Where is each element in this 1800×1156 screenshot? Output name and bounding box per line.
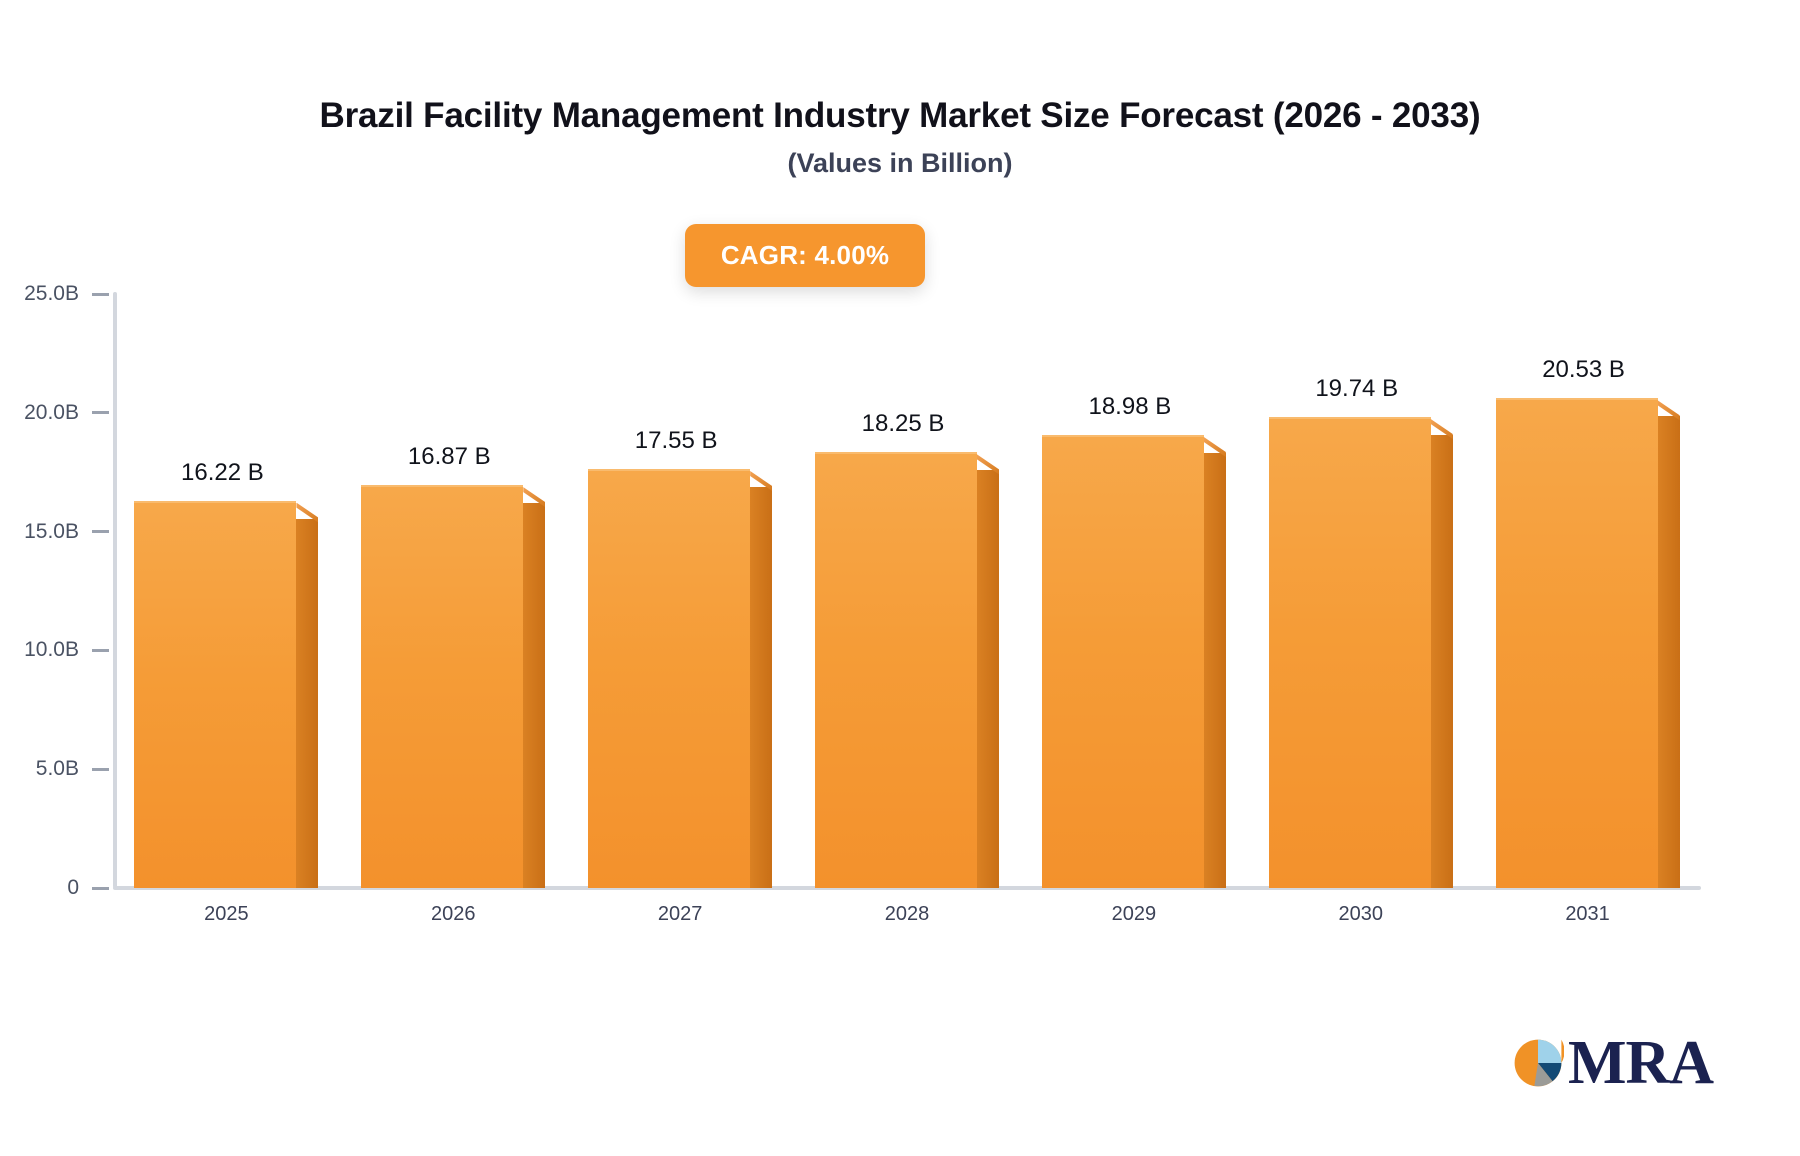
y-axis-tick-mark xyxy=(92,648,109,652)
bar xyxy=(1041,435,1226,888)
bar xyxy=(361,485,546,888)
mra-logo: MRA xyxy=(1512,1029,1714,1097)
bar-side-face xyxy=(977,470,999,888)
cagr-badge-label: CAGR: 4.00% xyxy=(720,240,890,270)
bar xyxy=(1495,398,1680,888)
y-axis-tick-mark xyxy=(92,530,109,534)
x-axis-label: 2029 xyxy=(1111,903,1157,925)
y-axis-line xyxy=(113,292,117,888)
bar xyxy=(1268,416,1453,889)
bar-front-face xyxy=(1041,435,1204,888)
x-axis-line xyxy=(113,886,1701,890)
bar-value-label: 18.98 B xyxy=(1088,393,1172,421)
mra-logo-text: MRA xyxy=(1568,1029,1714,1097)
x-axis-label: 2030 xyxy=(1338,903,1383,925)
bar xyxy=(134,500,319,889)
page-subtitle: (Values in Billion) xyxy=(787,148,1013,178)
bar-side-face xyxy=(1657,416,1680,888)
y-axis-tick: 0 xyxy=(0,876,109,900)
y-axis-tick-label: 5.0B xyxy=(35,757,79,781)
bar-value-label: 20.53 B xyxy=(1542,356,1625,384)
y-axis-tick-mark xyxy=(92,767,109,771)
x-axis-label: 2026 xyxy=(431,903,476,925)
bar-side-face xyxy=(1430,434,1453,889)
bar-value-label: 16.87 B xyxy=(407,443,491,471)
x-axis-label: 2031 xyxy=(1565,903,1610,925)
y-axis-tick-mark xyxy=(92,886,109,890)
y-axis-tick: 15.0B xyxy=(0,520,109,544)
x-axis-label: 2028 xyxy=(884,903,930,925)
y-axis-tick: 10.0B xyxy=(0,638,109,662)
y-axis-tick-mark xyxy=(92,411,109,415)
cagr-badge: CAGR: 4.00% xyxy=(685,224,925,287)
bar-front-face xyxy=(588,469,751,888)
y-axis-tick: 5.0B xyxy=(0,757,109,781)
y-axis-tick: 25.0B xyxy=(0,282,109,306)
x-axis-label: 2027 xyxy=(657,903,703,925)
y-axis-tick-label: 10.0B xyxy=(24,638,79,662)
bar-front-face xyxy=(361,485,524,888)
y-axis-tick-label: 15.0B xyxy=(24,519,79,543)
bar xyxy=(588,469,773,888)
y-axis-tick-label: 25.0B xyxy=(24,282,79,305)
y-axis-tick: 20.0B xyxy=(0,401,109,425)
pie-chart-logo-mark-icon xyxy=(1514,1039,1564,1087)
bar-value-label: 19.74 B xyxy=(1315,374,1399,402)
bar-front-face xyxy=(815,452,977,888)
bar-value-label: 16.22 B xyxy=(181,458,264,486)
page-title: Brazil Facility Management Industry Mark… xyxy=(319,96,1481,135)
bar xyxy=(815,452,999,888)
bar-front-face xyxy=(1495,398,1658,888)
bar-value-label: 18.25 B xyxy=(861,410,945,438)
bar-value-label: 17.55 B xyxy=(634,427,718,454)
bar-side-face xyxy=(1203,453,1226,888)
bar-side-face xyxy=(750,487,773,888)
y-axis-tick-label: 0 xyxy=(67,876,79,899)
bar-side-face xyxy=(296,518,319,889)
bar-side-face xyxy=(523,503,546,888)
bar-front-face xyxy=(1268,416,1431,888)
bar-front-face xyxy=(134,500,297,888)
y-axis-tick-mark xyxy=(92,292,109,296)
y-axis-tick-label: 20.0B xyxy=(24,400,79,424)
x-axis-label: 2025 xyxy=(204,903,249,925)
